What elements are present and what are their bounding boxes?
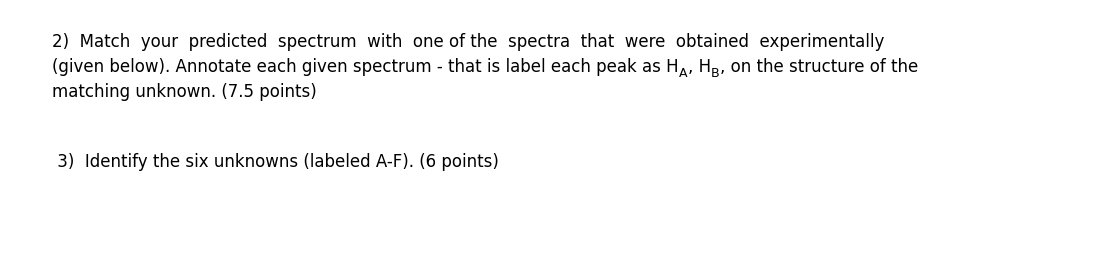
Text: B: B bbox=[712, 67, 719, 80]
Text: , H: , H bbox=[688, 58, 711, 76]
Text: 3)  Identify the six unknowns (labeled A-F). (6 points): 3) Identify the six unknowns (labeled A-… bbox=[52, 153, 499, 171]
Text: 2)  Match  your  predicted  spectrum  with  one of the  spectra  that  were  obt: 2) Match your predicted spectrum with on… bbox=[52, 33, 884, 51]
Text: A: A bbox=[679, 67, 688, 80]
Text: (given below). Annotate each given spectrum - that is label each peak as H: (given below). Annotate each given spect… bbox=[52, 58, 679, 76]
Text: matching unknown. (7.5 points): matching unknown. (7.5 points) bbox=[52, 83, 317, 101]
Text: , on the structure of the: , on the structure of the bbox=[719, 58, 918, 76]
